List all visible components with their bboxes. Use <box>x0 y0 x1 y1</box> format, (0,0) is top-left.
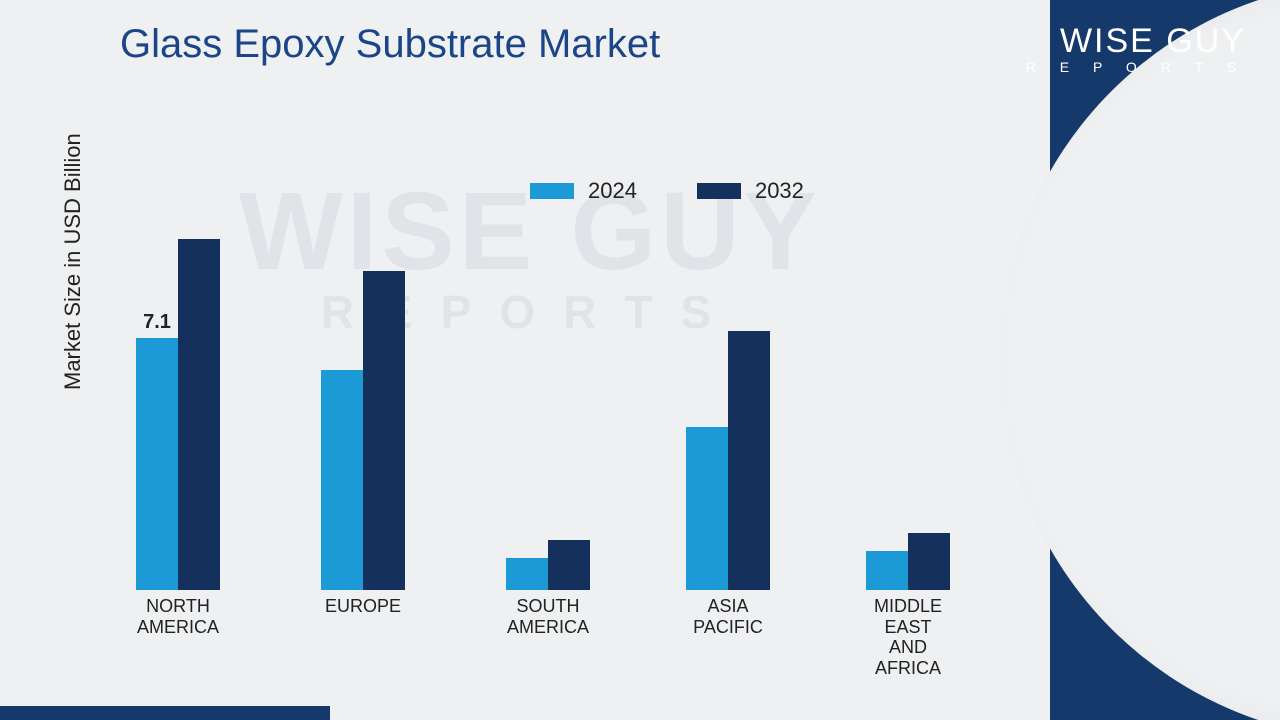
decorative-arc <box>1000 0 1280 720</box>
bar-2024 <box>686 427 728 590</box>
chart-title: Glass Epoxy Substrate Market <box>120 22 660 67</box>
x-tick <box>908 584 909 590</box>
bar-2032 <box>178 239 220 590</box>
x-axis: NORTHAMERICA EUROPE SOUTHAMERICA ASIAPACIFI… <box>110 590 990 710</box>
bar-2032 <box>363 271 405 590</box>
bar-2032 <box>548 540 590 590</box>
bar-2024 <box>866 551 908 590</box>
bar-2024 <box>321 370 363 590</box>
bar-2024 <box>136 338 178 590</box>
x-category-label: MIDDLEEASTANDAFRICA <box>838 596 978 679</box>
brand-sub: R E P O R T S <box>996 59 1246 75</box>
x-tick <box>178 584 179 590</box>
chart-stage: WISE GUY REPORTS WISE GUY R E P O R T S … <box>0 0 1280 720</box>
legend-swatch-2032 <box>697 183 741 199</box>
y-axis-label: Market Size in USD Billion <box>60 133 86 390</box>
bar-2032 <box>728 331 770 590</box>
x-tick <box>363 584 364 590</box>
brand-logo: WISE GUY R E P O R T S <box>996 22 1246 75</box>
x-category-label: EUROPE <box>293 596 433 617</box>
footer-accent-bar <box>0 706 330 720</box>
plot-area: 7.1 <box>110 200 990 590</box>
legend-swatch-2024 <box>530 183 574 199</box>
x-category-label: ASIAPACIFIC <box>658 596 798 637</box>
bar-2032 <box>908 533 950 590</box>
x-category-label: NORTHAMERICA <box>108 596 248 637</box>
bar-2024 <box>506 558 548 590</box>
x-tick <box>728 584 729 590</box>
x-tick <box>548 584 549 590</box>
bar-value-label: 7.1 <box>143 311 171 334</box>
x-category-label: SOUTHAMERICA <box>478 596 618 637</box>
brand-main: WISE GUY <box>996 22 1246 61</box>
